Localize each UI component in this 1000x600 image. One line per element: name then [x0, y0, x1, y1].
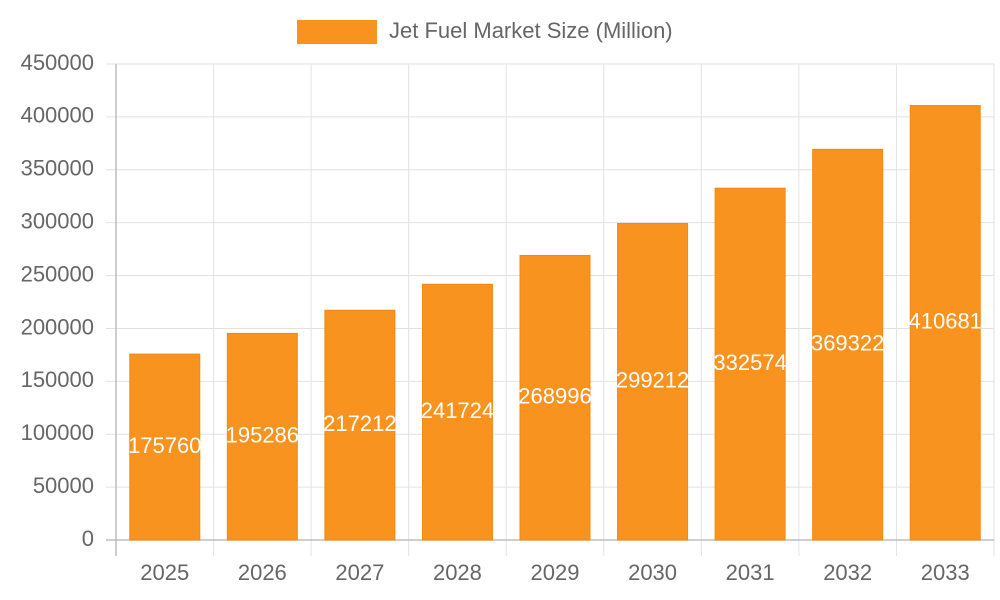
y-tick-label: 0 — [82, 526, 94, 551]
bar — [324, 309, 396, 541]
y-tick-label: 50000 — [33, 473, 94, 498]
bar — [812, 148, 884, 541]
data-label: 369322 — [811, 330, 884, 355]
x-tick-label: 2033 — [921, 560, 970, 585]
bar — [129, 353, 201, 541]
bar — [617, 223, 689, 541]
data-label: 241724 — [421, 398, 494, 423]
y-tick-label: 200000 — [21, 314, 94, 339]
bar — [714, 187, 786, 541]
data-label: 175760 — [128, 433, 201, 458]
y-tick-label: 250000 — [21, 261, 94, 286]
data-label: 410681 — [909, 309, 982, 334]
bar — [519, 254, 591, 541]
legend-label: Jet Fuel Market Size (Million) — [389, 18, 673, 43]
y-tick-label: 450000 — [21, 50, 94, 75]
bar — [226, 332, 298, 541]
y-tick-label: 350000 — [21, 156, 94, 181]
x-tick-label: 2028 — [433, 560, 482, 585]
y-tick-label: 150000 — [21, 367, 94, 392]
y-tick-label: 100000 — [21, 420, 94, 445]
data-label: 217212 — [323, 411, 396, 436]
data-label: 268996 — [518, 384, 591, 409]
legend-swatch — [297, 20, 377, 44]
x-tick-label: 2029 — [531, 560, 580, 585]
x-tick-label: 2025 — [140, 560, 189, 585]
data-label: 299212 — [616, 368, 689, 393]
bar — [421, 283, 493, 541]
x-tick-label: 2027 — [335, 560, 384, 585]
bar — [909, 105, 981, 541]
x-tick-label: 2031 — [726, 560, 775, 585]
data-label: 195286 — [226, 423, 299, 448]
x-tick-label: 2030 — [628, 560, 677, 585]
y-tick-label: 400000 — [21, 103, 94, 128]
data-label: 332574 — [713, 350, 786, 375]
y-tick-label: 300000 — [21, 208, 94, 233]
x-tick-label: 2032 — [823, 560, 872, 585]
x-tick-label: 2026 — [238, 560, 287, 585]
